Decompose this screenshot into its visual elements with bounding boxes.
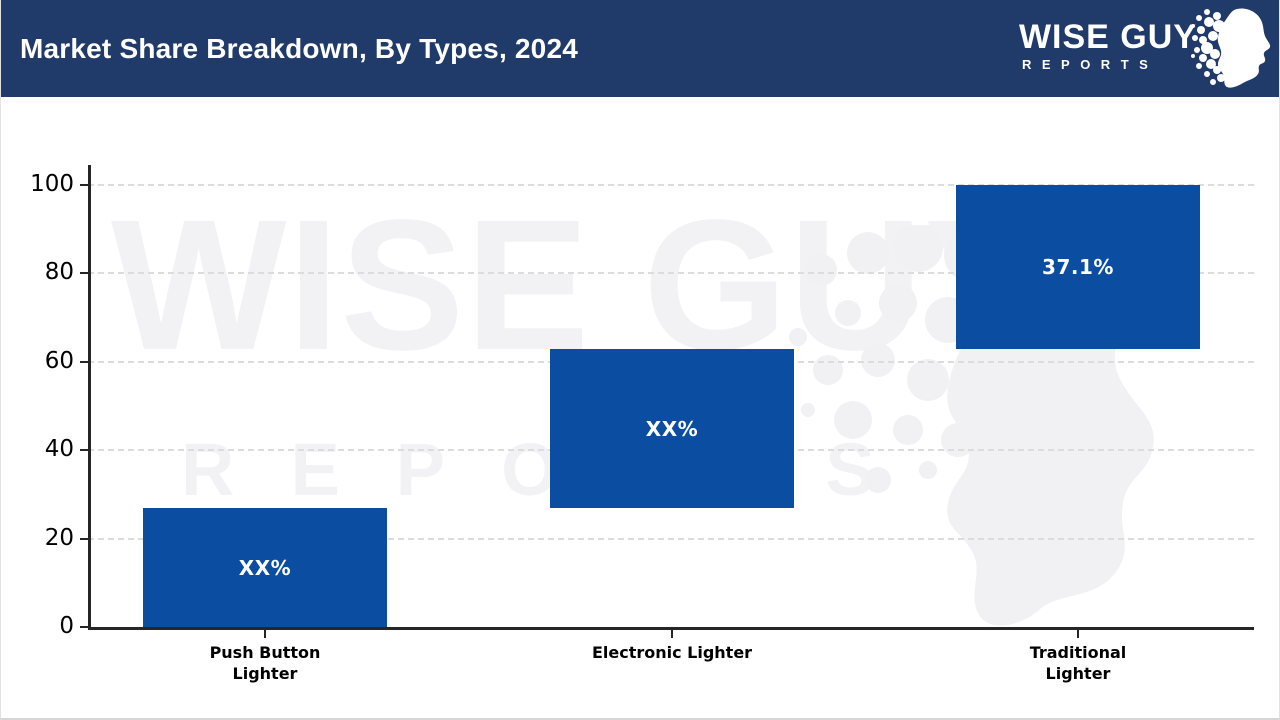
x-category-label-line: Push Button [209,643,321,662]
logo-text: WISE GUY REPORTS [1019,20,1197,72]
bar-value-label-1: XX% [238,555,292,580]
x-tick-mark-2 [671,630,673,638]
y-tick-label-20: 20 [44,524,74,551]
gridline-20 [88,537,1254,540]
x-category-label-1: Push Button Lighter [125,642,405,684]
x-category-label-line: Lighter [232,664,298,683]
y-tick-label-40: 40 [44,436,74,463]
y-tick-mark-100 [80,184,88,186]
wise-guy-reports-logo: WISE GUY REPORTS [1019,6,1271,92]
y-tick-mark-0 [80,626,88,628]
bar-3: 37.1% [956,185,1200,349]
x-category-label-3: Traditional Lighter [938,642,1218,684]
y-tick-mark-40 [80,449,88,452]
page-title: Market Share Breakdown, By Types, 2024 [20,32,578,64]
logo-subtitle: REPORTS [1021,57,1159,72]
y-tick-label-80: 80 [44,259,74,286]
bar-1: XX% [143,508,387,627]
x-category-label-2: Electronic Lighter [532,642,812,663]
logo-face-icon [1191,8,1271,88]
bar-2: XX% [550,348,794,509]
header-banner: Market Share Breakdown, By Types, 2024 W… [1,0,1279,97]
y-tick-mark-20 [80,537,88,540]
y-tick-mark-80 [80,272,88,275]
x-tick-mark-1 [264,630,266,638]
y-tick-label-60: 60 [44,347,74,374]
y-tick-mark-60 [80,360,88,363]
y-tick-label-100: 100 [30,171,74,197]
gridline-100 [88,184,1254,186]
x-category-label-line: Lighter [1045,664,1111,683]
x-category-label-line: Traditional [1029,643,1127,662]
x-axis-line [88,627,1254,630]
x-tick-mark-3 [1077,630,1079,638]
logo-wordmark: WISE GUY [1018,18,1197,56]
bar-value-label-3: 37.1% [1042,254,1114,279]
y-axis-spine [88,165,91,630]
y-tick-label-0: 0 [59,613,74,639]
x-category-label-line: Electronic Lighter [591,643,753,662]
gridline-80 [88,272,1254,275]
bar-value-label-2: XX% [645,416,699,441]
